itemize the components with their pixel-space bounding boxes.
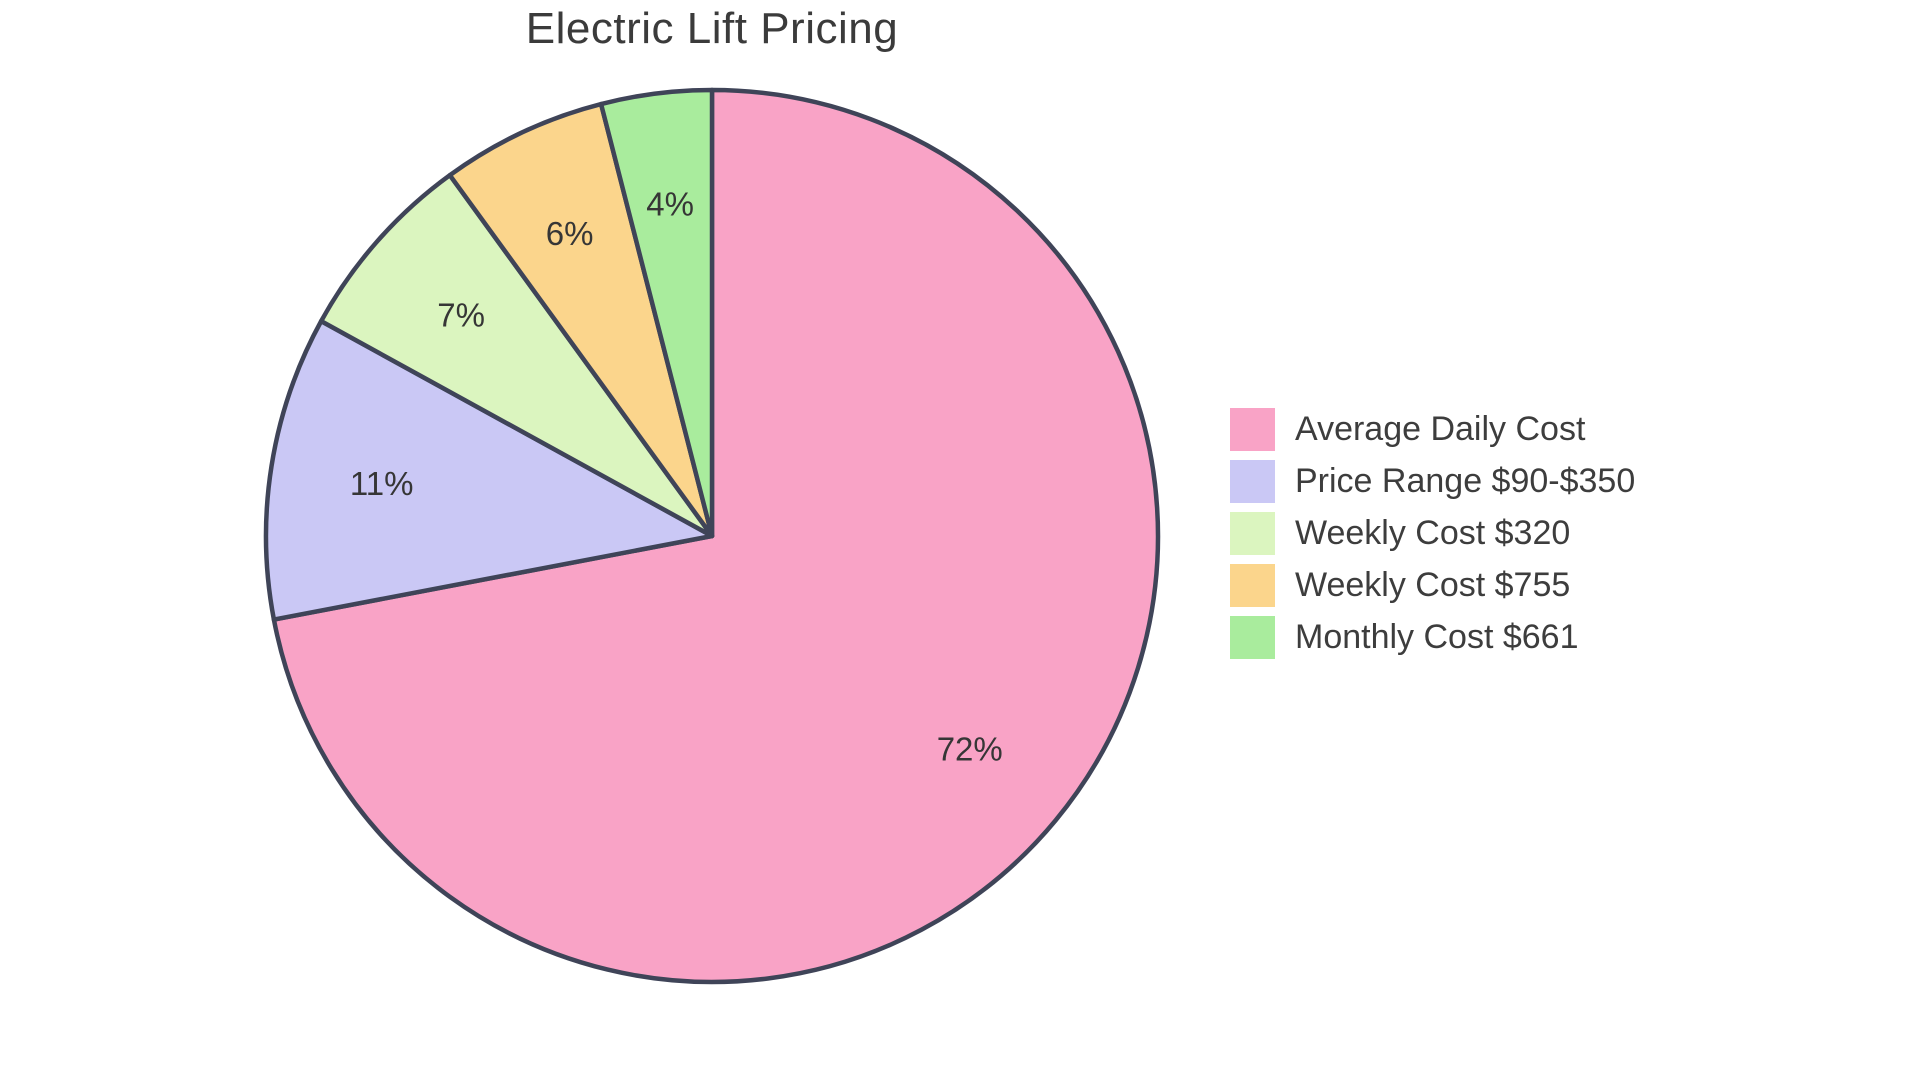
legend-item-2: Weekly Cost $320: [1230, 512, 1635, 555]
pie-percent-label-3: 6%: [546, 215, 594, 252]
legend-item-4: Monthly Cost $661: [1230, 616, 1635, 659]
pie-percent-label-4: 4%: [646, 186, 694, 223]
legend-label-3: Weekly Cost $755: [1295, 566, 1571, 604]
pie-percent-label-2: 7%: [437, 296, 485, 333]
legend-swatch-0: [1230, 408, 1275, 451]
pie-percent-label-1: 11%: [350, 465, 414, 502]
legend-label-4: Monthly Cost $661: [1295, 618, 1579, 656]
legend-item-0: Average Daily Cost: [1230, 408, 1635, 451]
pie-slice-1: [263, 318, 715, 622]
legend-label-0: Average Daily Cost: [1295, 410, 1586, 448]
legend-swatch-4: [1230, 616, 1275, 659]
pie-slice-3: [447, 101, 715, 539]
legend-swatch-3: [1230, 564, 1275, 607]
pie-percent-label-0: 72%: [937, 731, 1003, 768]
chart-title: Electric Lift Pricing: [525, 4, 899, 53]
legend-item-1: Price Range $90-$350: [1230, 460, 1635, 503]
legend-label-1: Price Range $90-$350: [1295, 462, 1636, 500]
legend: Average Daily Cost Price Range $90-$350 We…: [1230, 408, 1635, 659]
pie-slice-4: [598, 87, 715, 539]
legend-swatch-2: [1230, 512, 1275, 555]
legend-item-3: Weekly Cost $755: [1230, 564, 1635, 607]
pie-slice-0: [271, 87, 1161, 985]
legend-swatch-1: [1230, 460, 1275, 503]
pie-slice-2: [318, 172, 715, 539]
legend-label-2: Weekly Cost $320: [1295, 514, 1571, 552]
